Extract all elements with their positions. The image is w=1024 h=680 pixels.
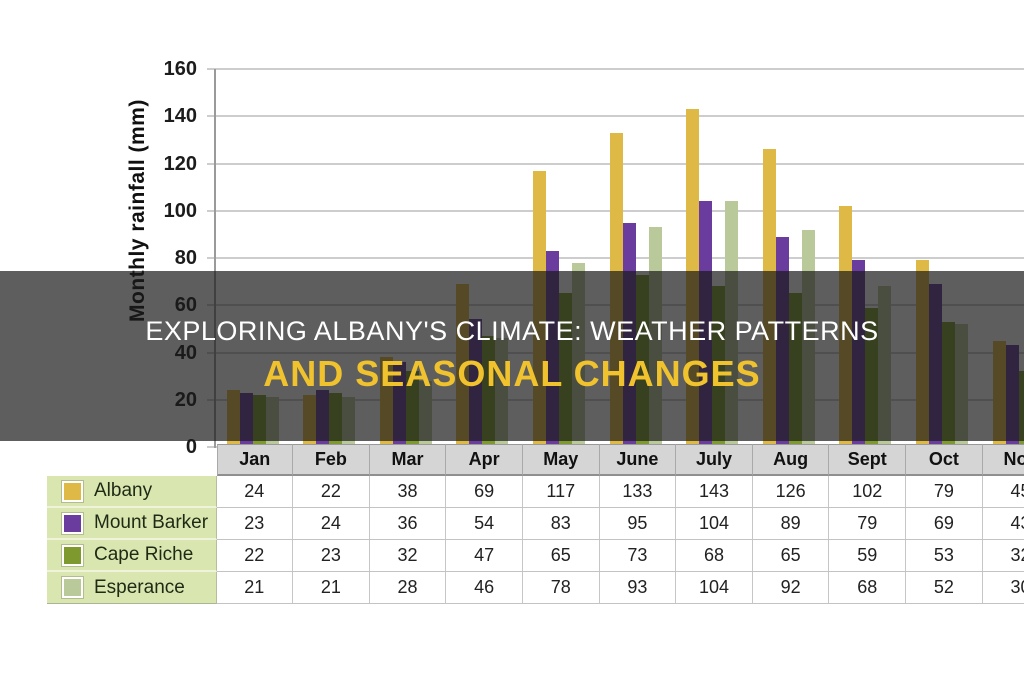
y-axis-tick-label: 120 [163,152,197,175]
month-header-cell: Jan [216,444,294,476]
table-cell: 32 [982,540,1024,572]
table-cell: 45 [982,476,1024,508]
table-cell: 21 [216,572,294,604]
table-cell: 21 [293,572,370,604]
title-banner: EXPLORING ALBANY'S CLIMATE: WEATHER PATT… [0,271,1024,441]
month-header-cell: Mar [369,444,447,476]
month-header-cell: May [522,444,600,476]
table-cell: 79 [906,476,983,508]
table-cell: 43 [982,508,1024,540]
table-cell: 22 [216,540,294,572]
table-cell: 104 [676,572,753,604]
table-cell: 95 [599,508,677,540]
banner-title-line-1: EXPLORING ALBANY'S CLIMATE: WEATHER PATT… [145,316,879,346]
table-cell: 53 [906,540,983,572]
month-header-cell: Feb [293,444,370,476]
gridline [207,68,1024,70]
table-cell: 73 [599,540,677,572]
legend-item-mount-barker: Mount Barker [47,508,217,540]
table-cell: 23 [216,508,294,540]
table-cell: 24 [293,508,370,540]
month-header-cell: July [676,444,753,476]
legend-label: Esperance [94,576,185,598]
table-cell: 92 [752,572,830,604]
legend-label: Albany [94,480,153,501]
legend-label: Cape Riche [94,544,194,565]
table-cell: 117 [522,476,600,508]
month-header-cell: Nov [982,444,1024,476]
table-cell: 23 [293,540,370,572]
table-cell: 126 [752,476,830,508]
legend-swatch-mount-barker [61,511,84,535]
legend-item-cape-riche: Cape Riche [47,540,217,572]
table-cell: 143 [676,476,753,508]
table-cell: 46 [446,572,523,604]
y-axis-tick-label: 100 [163,199,197,222]
table-cell: 65 [752,540,830,572]
legend-item-esperance: Esperance [47,572,217,604]
table-cell: 36 [369,508,447,540]
legend-swatch-albany [61,479,84,503]
banner-title-line-2: AND SEASONAL CHANGES [263,353,761,394]
table-cell: 89 [752,508,830,540]
table-cell: 59 [829,540,907,572]
legend-label: Mount Barker [94,512,209,533]
table-cell: 69 [906,508,983,540]
table-cell: 28 [369,572,447,604]
table-cell: 47 [446,540,523,572]
table-cell: 22 [293,476,370,508]
y-axis-tick-label: 0 [185,436,197,458]
table-cell: 68 [676,540,753,572]
table-cell: 30 [982,572,1024,604]
table-cell: 65 [522,540,600,572]
table-cell: 68 [829,572,907,604]
x-axis-tick [207,446,217,448]
table-cell: 133 [599,476,677,508]
table-cell: 79 [829,508,907,540]
table-cell: 78 [522,572,600,604]
y-axis-tick-label: 160 [163,58,197,80]
legend-swatch-cape-riche [61,543,84,567]
table-cell: 83 [522,508,600,540]
table-cell: 24 [216,476,294,508]
y-axis-line [214,69,216,448]
table-cell: 54 [446,508,523,540]
table-cell: 38 [369,476,447,508]
table-cell: 32 [369,540,447,572]
y-axis-tick-label: 80 [174,247,197,269]
table-cell: 102 [829,476,907,508]
legend-swatch-esperance [61,576,84,599]
table-cell: 69 [446,476,523,508]
table-cell: 52 [906,572,983,604]
month-header-cell: Oct [906,444,983,476]
legend-item-albany: Albany [47,476,217,508]
month-header-cell: Apr [446,444,523,476]
month-header-cell: Sept [829,444,907,476]
month-header-cell: June [599,444,677,476]
table-cell: 104 [676,508,753,540]
gridline [207,115,1024,118]
month-header-cell: Aug [752,444,830,476]
y-axis-tick-label: 140 [163,105,197,128]
table-cell: 93 [599,572,677,604]
